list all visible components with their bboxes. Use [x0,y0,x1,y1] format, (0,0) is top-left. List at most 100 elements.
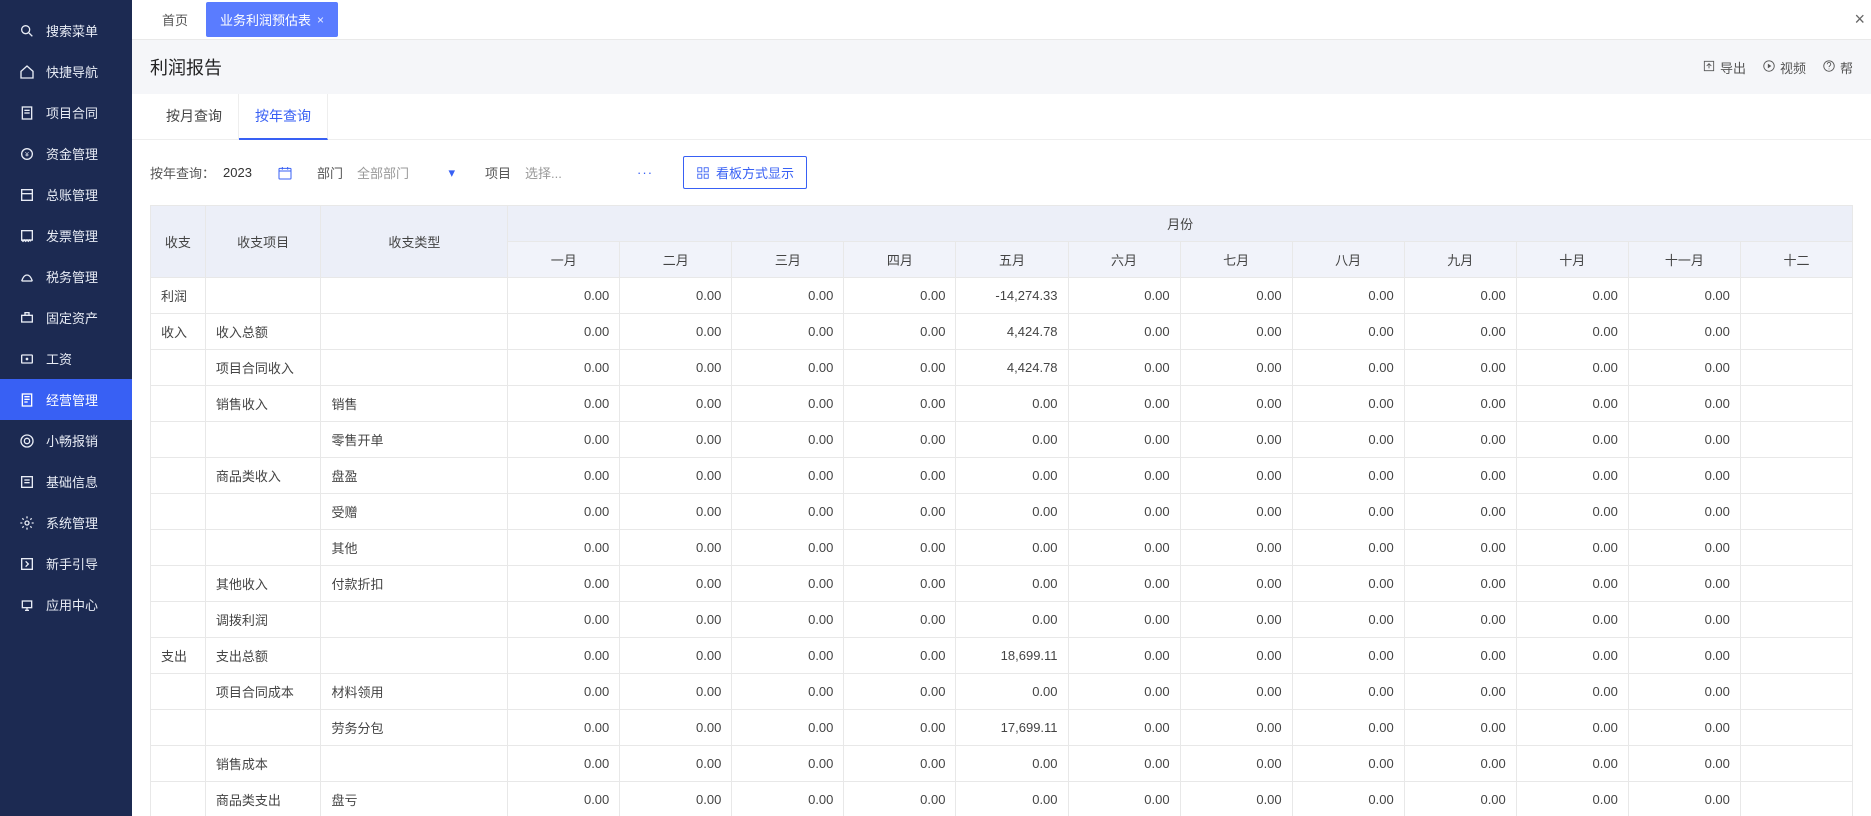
cell-val-0-11 [1740,278,1852,314]
cell-val-5-0: 0.00 [508,458,620,494]
cell-item: 其他收入 [205,566,321,602]
cell-val-7-1: 0.00 [620,530,732,566]
cell-val-14-1: 0.00 [620,782,732,816]
cell-val-2-9: 0.00 [1516,350,1628,386]
guide-icon [18,555,36,573]
table-row: 利润0.000.000.000.00-14,274.330.000.000.00… [151,278,1853,314]
svg-text:¥: ¥ [25,151,29,158]
cell-val-9-0: 0.00 [508,602,620,638]
th-month-0: 一月 [508,242,620,278]
sidebar-item-5[interactable]: 发票管理 [0,215,132,256]
cell-item [205,422,321,458]
cell-val-6-5: 0.00 [1068,494,1180,530]
cell-val-9-4: 0.00 [956,602,1068,638]
cell-io: 支出 [151,638,206,674]
tab-active[interactable]: 业务利润预估表 × [206,2,338,37]
cell-val-11-3: 0.00 [844,674,956,710]
cell-val-10-7: 0.00 [1292,638,1404,674]
sidebar-item-3[interactable]: ¥资金管理 [0,133,132,174]
cell-val-0-2: 0.00 [732,278,844,314]
cell-type [321,350,508,386]
cell-val-13-0: 0.00 [508,746,620,782]
cell-val-2-2: 0.00 [732,350,844,386]
close-all-icon[interactable]: × [1854,9,1865,30]
cell-val-13-7: 0.00 [1292,746,1404,782]
project-select[interactable]: 选择... ··· [519,159,659,186]
cell-val-7-11 [1740,530,1852,566]
sidebar-item-0[interactable]: 搜索菜单 [0,10,132,51]
cell-val-13-5: 0.00 [1068,746,1180,782]
cell-type: 销售 [321,386,508,422]
cell-val-10-5: 0.00 [1068,638,1180,674]
cell-val-8-10: 0.00 [1628,566,1740,602]
sidebar-item-label: 应用中心 [46,595,98,614]
cell-val-11-4: 0.00 [956,674,1068,710]
cell-val-12-11 [1740,710,1852,746]
cell-val-11-6: 0.00 [1180,674,1292,710]
sidebar-item-1[interactable]: 快捷导航 [0,51,132,92]
page-actions: 导出 视频 帮 [1702,58,1853,77]
calendar-icon[interactable] [277,165,293,181]
close-icon[interactable]: × [317,13,324,27]
sidebar-item-2[interactable]: 项目合同 [0,92,132,133]
help-label: 帮 [1840,58,1853,77]
sidebar-item-13[interactable]: 新手引导 [0,543,132,584]
sidebar-item-12[interactable]: 系统管理 [0,502,132,543]
sidebar-item-8[interactable]: 工资 [0,338,132,379]
cell-val-10-8: 0.00 [1404,638,1516,674]
year-input[interactable] [223,165,271,180]
sidebar-item-11[interactable]: 基础信息 [0,461,132,502]
cell-val-7-6: 0.00 [1180,530,1292,566]
cell-io [151,710,206,746]
doc-icon [18,104,36,122]
tab-home[interactable]: 首页 [148,2,202,37]
subtabs: 按月查询 按年查询 [132,94,1871,140]
cell-val-9-2: 0.00 [732,602,844,638]
cell-val-12-2: 0.00 [732,710,844,746]
cell-val-12-3: 0.00 [844,710,956,746]
table-row: 销售收入销售0.000.000.000.000.000.000.000.000.… [151,386,1853,422]
cell-val-6-7: 0.00 [1292,494,1404,530]
table-wrap[interactable]: 收支收支项目收支类型月份一月二月三月四月五月六月七月八月九月十月十一月十二 利润… [132,205,1871,816]
th-item: 收支项目 [205,206,321,278]
video-button[interactable]: 视频 [1762,58,1806,77]
sidebar-item-4[interactable]: 总账管理 [0,174,132,215]
sidebar-item-9[interactable]: 经营管理 [0,379,132,420]
cell-val-14-0: 0.00 [508,782,620,816]
sidebar-item-6[interactable]: 税务管理 [0,256,132,297]
board-view-button[interactable]: 看板方式显示 [683,156,807,189]
export-button[interactable]: 导出 [1702,58,1746,77]
cell-val-2-6: 0.00 [1180,350,1292,386]
cell-val-3-11 [1740,386,1852,422]
cell-val-3-4: 0.00 [956,386,1068,422]
table-row: 其他收入付款折扣0.000.000.000.000.000.000.000.00… [151,566,1853,602]
sidebar-item-10[interactable]: 小畅报销 [0,420,132,461]
cell-val-11-1: 0.00 [620,674,732,710]
cell-val-4-9: 0.00 [1516,422,1628,458]
tax-icon [18,268,36,286]
cell-val-10-6: 0.00 [1180,638,1292,674]
cell-val-11-9: 0.00 [1516,674,1628,710]
cell-item: 销售成本 [205,746,321,782]
subtab-month[interactable]: 按月查询 [150,94,239,139]
th-type: 收支类型 [321,206,508,278]
cell-val-12-0: 0.00 [508,710,620,746]
subtab-year[interactable]: 按年查询 [239,94,328,140]
sidebar-item-label: 小畅报销 [46,431,98,450]
table-row: 受赠0.000.000.000.000.000.000.000.000.000.… [151,494,1853,530]
help-button[interactable]: 帮 [1822,58,1853,77]
cell-val-0-1: 0.00 [620,278,732,314]
cell-item [205,278,321,314]
sidebar-item-14[interactable]: 应用中心 [0,584,132,625]
cell-val-5-6: 0.00 [1180,458,1292,494]
dept-select[interactable]: 全部部门 ▾ [351,159,461,186]
cell-val-14-8: 0.00 [1404,782,1516,816]
cell-type [321,278,508,314]
cell-val-1-0: 0.00 [508,314,620,350]
cell-val-2-7: 0.00 [1292,350,1404,386]
cell-val-11-5: 0.00 [1068,674,1180,710]
cell-val-8-7: 0.00 [1292,566,1404,602]
cell-val-4-4: 0.00 [956,422,1068,458]
sidebar-item-7[interactable]: 固定资产 [0,297,132,338]
cell-val-0-9: 0.00 [1516,278,1628,314]
